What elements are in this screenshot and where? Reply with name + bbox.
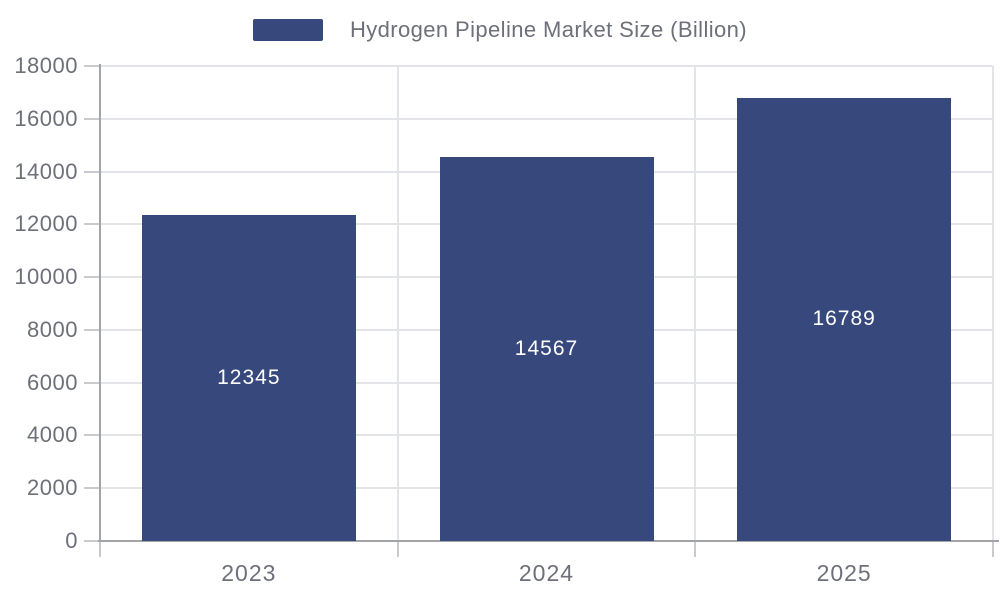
y-axis-label: 10000	[14, 264, 78, 290]
bar-value-label: 16789	[812, 307, 876, 331]
y-axis-tick	[84, 276, 100, 279]
x-axis-tick	[992, 542, 994, 557]
y-axis-label: 8000	[27, 316, 78, 342]
gridline-vertical	[694, 66, 697, 541]
x-axis-label: 2024	[518, 560, 575, 586]
y-axis-label: 14000	[14, 158, 78, 184]
x-axis-line	[98, 540, 999, 542]
y-axis-tick	[84, 487, 100, 490]
x-axis-label: 2025	[816, 560, 872, 586]
y-axis-tick	[84, 540, 100, 542]
y-axis-label: 16000	[14, 105, 78, 131]
legend-label: Hydrogen Pipeline Market Size (Billion)	[349, 17, 748, 42]
y-axis-label: 4000	[27, 422, 78, 448]
y-axis-tick	[84, 117, 100, 120]
y-axis-tick	[84, 65, 100, 67]
bar[interactable]	[141, 215, 356, 541]
bar-value-label: 14567	[514, 336, 579, 360]
gridline-vertical	[992, 66, 994, 541]
x-axis-tick	[694, 542, 697, 557]
y-axis-label: 0	[65, 528, 78, 553]
y-axis-tick	[84, 223, 100, 226]
bar[interactable]	[439, 156, 654, 541]
gridline-horizontal	[100, 65, 993, 67]
y-axis-label: 2000	[27, 475, 78, 501]
y-axis-label: 6000	[27, 369, 78, 395]
x-axis-tick	[99, 542, 101, 557]
y-axis-label: 18000	[14, 53, 78, 78]
y-axis-line	[99, 64, 101, 543]
legend[interactable]: Hydrogen Pipeline Market Size (Billion)	[0, 17, 1000, 43]
y-axis-label: 12000	[14, 211, 78, 237]
gridline-vertical	[396, 66, 399, 541]
bar-value-label: 12345	[217, 366, 281, 390]
x-axis-label: 2023	[221, 560, 277, 586]
y-axis-tick	[84, 328, 100, 331]
x-axis-tick	[396, 542, 399, 557]
y-axis-tick	[84, 434, 100, 437]
plot-area: 0 2000 4000 6000 8000 10000 12000 14000 16000 180…	[14, 53, 999, 586]
y-axis-tick	[84, 381, 100, 384]
gridline-horizontal	[100, 117, 993, 120]
bar[interactable]	[737, 97, 952, 541]
y-axis-tick	[84, 170, 100, 173]
legend-swatch-icon	[252, 19, 323, 41]
